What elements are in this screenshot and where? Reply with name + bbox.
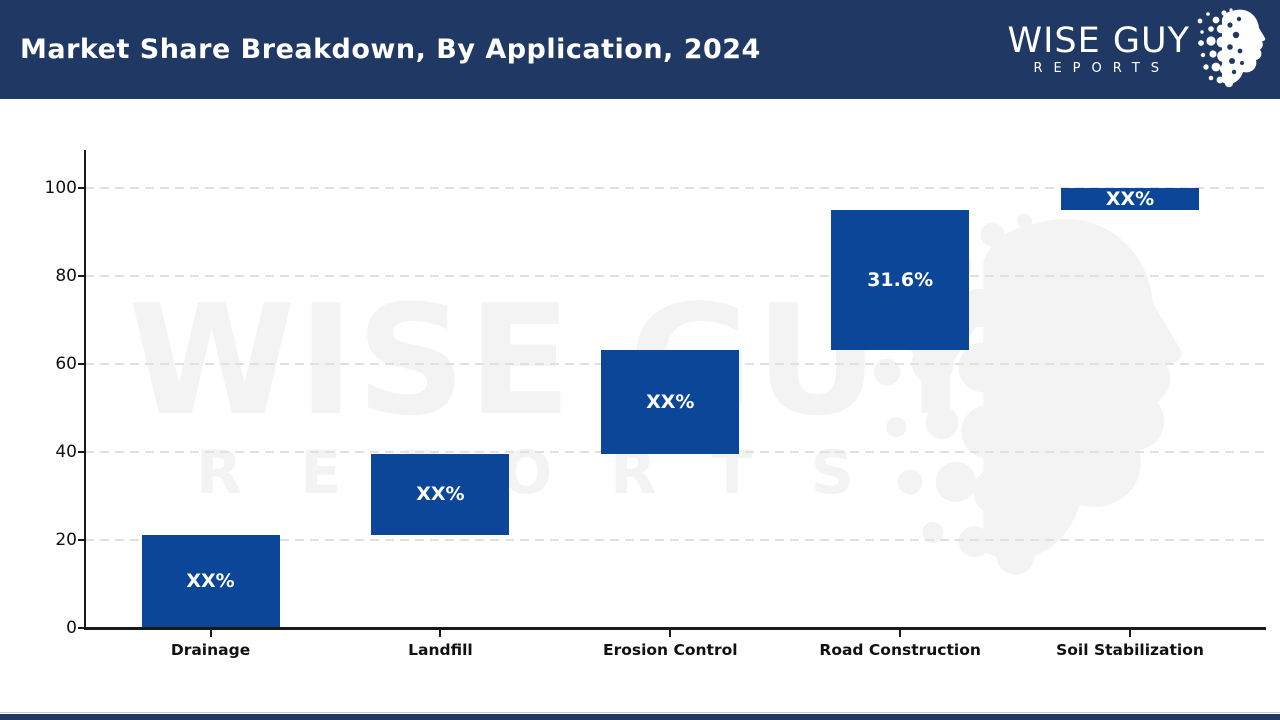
- head-profile-icon: [1194, 5, 1266, 95]
- brand-logo: WISE GUY REPORTS: [1007, 5, 1280, 95]
- bar-value-label: XX%: [646, 390, 695, 413]
- y-tick-mark-0: [78, 627, 85, 629]
- x-tick-mark-1: [439, 630, 442, 637]
- watermark-reports-text: REPORTS: [196, 438, 912, 508]
- brand-subname: REPORTS: [1033, 60, 1171, 76]
- y-tick-label-80: 80: [55, 265, 77, 286]
- brand-name: WISE GUY: [1007, 20, 1190, 61]
- gridline-100: [85, 186, 1265, 189]
- y-tick-mark-40: [78, 450, 85, 453]
- x-tick-mark-2: [669, 630, 672, 637]
- gridline-20: [85, 538, 1265, 541]
- bar-value-label: 31.6%: [867, 268, 934, 291]
- y-tick-label-100: 100: [44, 177, 77, 198]
- bar-drainage: XX%: [141, 534, 280, 628]
- y-tick-mark-60: [78, 362, 85, 365]
- bar-erosion-control: XX%: [601, 349, 740, 454]
- x-category-label-0: Drainage: [170, 641, 251, 659]
- y-tick-mark-100: [78, 186, 85, 189]
- x-category-label-4: Soil Stabilization: [1056, 641, 1204, 659]
- y-tick-mark-20: [78, 538, 85, 541]
- footer-divider: [0, 712, 1280, 713]
- brand-logo-text: WISE GUY REPORTS: [1007, 20, 1190, 76]
- x-tick-mark-3: [899, 630, 902, 637]
- y-tick-label-40: 40: [55, 441, 77, 462]
- x-category-label-2: Erosion Control: [602, 641, 738, 659]
- x-tick-mark-4: [1129, 630, 1132, 637]
- bar-value-label: XX%: [416, 483, 465, 506]
- y-tick-label-0: 0: [66, 618, 77, 638]
- chart-title: Market Share Breakdown, By Application, …: [20, 34, 761, 65]
- watermark-head-icon: [855, 195, 1185, 599]
- gridline-80: [85, 274, 1265, 277]
- y-tick-mark-80: [78, 274, 85, 277]
- x-category-label-3: Road Construction: [819, 641, 981, 659]
- header-banner: Market Share Breakdown, By Application, …: [0, 0, 1280, 99]
- bar-road-construction: 31.6%: [831, 210, 970, 350]
- y-tick-label-20: 20: [55, 529, 77, 550]
- y-tick-label-60: 60: [55, 353, 77, 374]
- bar-landfill: XX%: [371, 453, 510, 535]
- bar-value-label: XX%: [1105, 187, 1155, 210]
- y-axis-line: [84, 150, 86, 630]
- bar-soil-stabilization: XX%: [1061, 187, 1200, 211]
- bar-value-label: XX%: [186, 570, 235, 593]
- footer-bar: [0, 714, 1280, 720]
- x-tick-mark-0: [209, 630, 212, 637]
- x-axis-line: [84, 627, 1266, 630]
- x-category-label-1: Landfill: [408, 641, 473, 659]
